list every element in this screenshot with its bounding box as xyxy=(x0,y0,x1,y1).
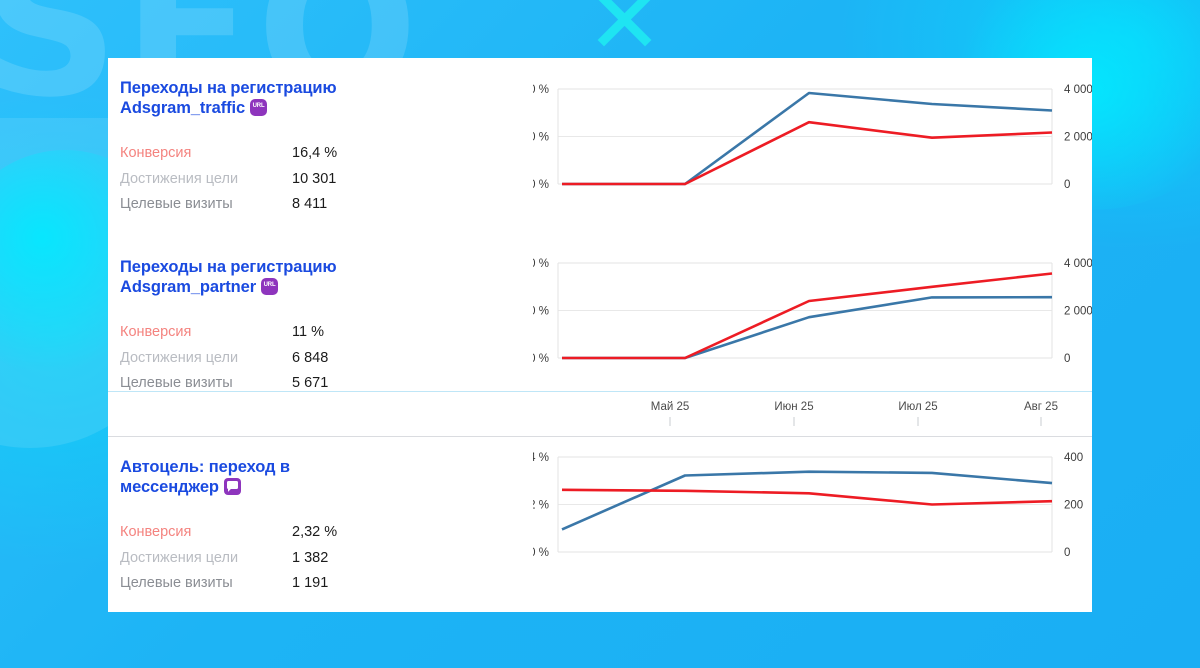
goal-title-3[interactable]: Автоцель: переход в мессенджер xyxy=(120,457,395,500)
goal-info-2: Переходы на регистрацию Adsgram_partner … xyxy=(108,243,533,391)
y-left-tick: 20 % xyxy=(533,258,549,270)
x-tick-label: Май 25 xyxy=(651,401,690,413)
goal-info-3: Автоцель: переход в мессенджер Конверсия… xyxy=(108,437,533,613)
metric-label-target-visits: Целевые визиты xyxy=(120,375,233,391)
metric-label-goal-reaches: Достижения цели xyxy=(120,349,239,366)
y-left-tick: 0 % xyxy=(533,547,549,559)
goal-block-1: Переходы на регистрацию Adsgram_traffic … xyxy=(108,58,1092,243)
goal-chart-2: 20 % 10 % 0 % 4 000 2 000 0 xyxy=(533,243,1092,391)
goal-info-1: Переходы на регистрацию Adsgram_traffic … xyxy=(108,58,533,243)
metric-value-conversion: 11 % xyxy=(292,324,324,340)
metric-label-conversion: Конверсия xyxy=(120,145,192,161)
report-card: Переходы на регистрацию Adsgram_traffic … xyxy=(108,58,1175,613)
metric-label-goal-reaches: Достижения цели xyxy=(120,549,239,566)
metric-row: Конверсия 2,32 % xyxy=(120,524,533,550)
goal-title-line2: мессенджер xyxy=(120,478,219,496)
url-icon xyxy=(261,278,279,300)
metric-value-goal-reaches: 6 848 xyxy=(292,349,329,366)
metric-row: Конверсия 16,4 % xyxy=(120,145,533,171)
y-right-tick: 2 000 xyxy=(1064,306,1092,318)
goal-title-line1: Автоцель: переход в xyxy=(120,458,290,476)
metric-row: Достижения цели 1 382 xyxy=(120,550,533,576)
metric-value-target-visits: 8 411 xyxy=(292,196,328,212)
x-axis-strip: Май 25 Июн 25 Июл 25 Авг 25 Сен 25 xyxy=(108,392,1175,437)
line-chart-1: 40 % 20 % 0 % 4 000 2 000 0 xyxy=(533,84,1092,191)
line-chart-2: 20 % 10 % 0 % 4 000 2 000 0 xyxy=(533,258,1092,365)
x-axis: Май 25 Июн 25 Июл 25 Авг 25 Сен 25 xyxy=(651,401,1175,426)
decorative-x-icon: ✕ xyxy=(586,0,664,75)
metric-value-conversion: 2,32 % xyxy=(292,524,338,540)
goal-title-1[interactable]: Переходы на регистрацию Adsgram_traffic xyxy=(120,78,395,121)
x-tick-label: Июн 25 xyxy=(774,401,813,413)
metric-value-conversion: 16,4 % xyxy=(292,145,338,161)
goal-chart-3: 4 % 2 % 0 % 400 200 0 xyxy=(533,437,1092,613)
y-right-tick: 4 000 xyxy=(1064,258,1092,270)
metric-label-target-visits: Целевые визиты xyxy=(120,575,233,591)
goal-metrics-2: Конверсия 11 % Достижения цели 6 848 Цел… xyxy=(120,324,533,401)
y-right-tick: 0 xyxy=(1064,547,1070,559)
y-right-tick: 4 000 xyxy=(1064,84,1092,96)
goal-title-line1: Переходы на регистрацию xyxy=(120,258,337,276)
goal-title-2[interactable]: Переходы на регистрацию Adsgram_partner xyxy=(120,257,395,300)
metric-row: Целевые визиты 5 671 xyxy=(120,375,533,401)
goal-block-2: Переходы на регистрацию Adsgram_partner … xyxy=(108,243,1092,391)
goal-block-3: Автоцель: переход в мессенджер Конверсия… xyxy=(108,437,1092,613)
goal-chart-1: 40 % 20 % 0 % 4 000 2 000 0 xyxy=(533,58,1092,243)
metric-label-conversion: Конверсия xyxy=(120,324,192,340)
y-left-tick: 0 % xyxy=(533,179,549,191)
y-left-tick: 20 % xyxy=(533,132,549,144)
metric-label-target-visits: Целевые визиты xyxy=(120,196,233,212)
message-icon xyxy=(223,478,241,500)
metric-row: Достижения цели 10 301 xyxy=(120,171,533,197)
metric-value-target-visits: 1 191 xyxy=(292,575,329,591)
metric-value-target-visits: 5 671 xyxy=(292,375,329,391)
metric-label-goal-reaches: Достижения цели xyxy=(120,170,239,187)
x-tick-label: Июл 25 xyxy=(898,401,937,413)
goal-metrics-3: Конверсия 2,32 % Достижения цели 1 382 Ц… xyxy=(120,524,533,601)
metric-row: Целевые визиты 8 411 xyxy=(120,196,533,222)
y-left-tick: 4 % xyxy=(533,452,549,464)
y-right-tick: 0 xyxy=(1064,179,1070,191)
y-left-tick: 40 % xyxy=(533,84,549,96)
y-right-tick: 200 xyxy=(1064,500,1083,512)
y-left-tick: 0 % xyxy=(533,353,549,365)
y-right-tick: 0 xyxy=(1064,353,1070,365)
metric-row: Целевые визиты 1 191 xyxy=(120,575,533,601)
metric-value-goal-reaches: 10 301 xyxy=(292,170,337,187)
goal-metrics-1: Конверсия 16,4 % Достижения цели 10 301 … xyxy=(120,145,533,222)
x-tick-label: Авг 25 xyxy=(1024,401,1058,413)
divider-bottom xyxy=(108,436,1092,437)
goal-title-line2: Adsgram_partner xyxy=(120,278,257,296)
metric-row: Конверсия 11 % xyxy=(120,324,533,350)
y-right-tick: 2 000 xyxy=(1064,132,1092,144)
metric-label-conversion: Конверсия xyxy=(120,524,192,540)
line-chart-3: 4 % 2 % 0 % 400 200 0 xyxy=(533,452,1083,559)
metric-value-goal-reaches: 1 382 xyxy=(292,549,329,566)
y-left-tick: 2 % xyxy=(533,500,549,512)
y-right-tick: 400 xyxy=(1064,452,1083,464)
goal-title-line2: Adsgram_traffic xyxy=(120,99,246,117)
url-icon xyxy=(250,99,268,121)
divider-top xyxy=(108,391,1092,392)
metric-row: Достижения цели 6 848 xyxy=(120,350,533,376)
y-left-tick: 10 % xyxy=(533,306,549,318)
goal-title-line1: Переходы на регистрацию xyxy=(120,79,337,97)
